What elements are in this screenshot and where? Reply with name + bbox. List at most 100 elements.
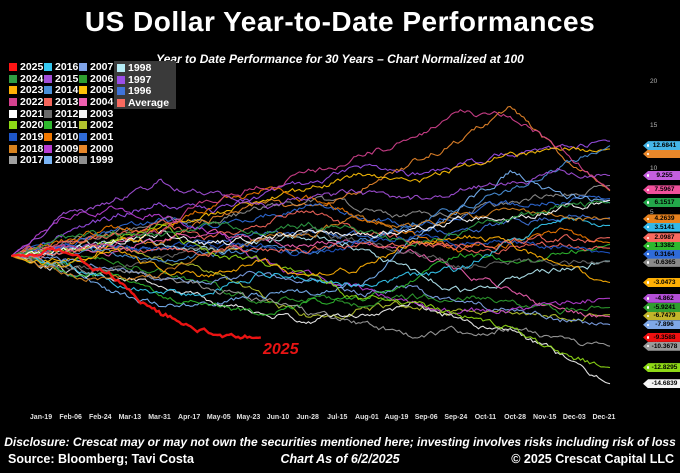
legend-item-2022: 2022 xyxy=(9,96,44,108)
legend-label: 2012 xyxy=(55,107,79,120)
x-tick-Dec-21: Dec-21 xyxy=(592,414,616,421)
series-line-2002 xyxy=(11,245,611,323)
series-line-2012 xyxy=(11,226,611,272)
end-value-pill-9.255: 9.255 xyxy=(643,170,680,180)
series-line-2019 xyxy=(11,233,611,257)
end-value-pill--5.9241: -5.9241 xyxy=(643,303,680,313)
y-tick-20: 20 xyxy=(650,78,658,85)
legend-item-1997: 1997 xyxy=(117,74,173,86)
legend-item-2016: 2016 xyxy=(44,61,79,73)
legend-swatch xyxy=(44,74,52,83)
legend-item-2010: 2010 xyxy=(44,131,79,143)
legend-swatch xyxy=(79,74,87,83)
x-tick-Oct-28: Oct-28 xyxy=(504,414,526,421)
legend-swatch xyxy=(79,144,87,153)
legend-label: 2025 xyxy=(20,60,44,73)
x-tick-Sep-24: Sep-24 xyxy=(444,414,468,421)
legend-column-1: 2025 2024 2023 2022 2021 2020 2019 2018 2017 xyxy=(9,61,44,166)
end-value-pill--10.3678: -10.3678 xyxy=(643,341,680,351)
legend-item-2019: 2019 xyxy=(9,131,44,143)
series-line-1999 xyxy=(11,184,611,257)
legend-swatch xyxy=(9,121,17,130)
end-value-pill-2.0987: 2.0987 xyxy=(643,233,680,243)
end-value-pill-7.5967: 7.5967 xyxy=(643,185,680,195)
legend-label: 2001 xyxy=(90,130,114,143)
legend-label: 2002 xyxy=(90,119,114,132)
end-value-pill--12.8295: -12.8295 xyxy=(643,363,680,373)
source-text: Source: Bloomberg; Tavi Costa xyxy=(8,452,194,466)
end-value-pill-4.2639: 4.2639 xyxy=(643,214,680,224)
legend-item-2012: 2012 xyxy=(44,108,79,120)
legend-item-2018: 2018 xyxy=(9,143,44,155)
x-tick-Aug-19: Aug-19 xyxy=(384,414,409,421)
legend-swatch xyxy=(44,132,52,141)
legend-swatch xyxy=(79,156,87,165)
legend-swatch xyxy=(44,121,52,130)
x-tick-May-23: May-23 xyxy=(236,414,261,421)
legend-swatch xyxy=(117,98,125,107)
series-line-2017 xyxy=(11,255,611,347)
legend-item-2015: 2015 xyxy=(44,73,79,85)
legend-label: 2011 xyxy=(55,119,78,132)
legend-label: 1996 xyxy=(128,85,152,98)
end-value-pill-3.5141: 3.5141 xyxy=(643,222,680,232)
legend-item-2011: 2011 xyxy=(44,119,79,131)
legend-label: 2020 xyxy=(20,119,44,132)
series-line-2007 xyxy=(11,254,611,326)
legend-item-1999: 1999 xyxy=(79,154,114,166)
x-tick-Nov-15: Nov-15 xyxy=(533,414,557,421)
legend-item-2014: 2014 xyxy=(44,84,79,96)
x-tick-Aug-01: Aug-01 xyxy=(355,414,379,421)
series-line-2013 xyxy=(11,210,610,257)
legend-swatch xyxy=(9,62,17,71)
legend-swatch xyxy=(79,97,87,106)
legend-swatch xyxy=(117,87,125,96)
legend-swatch xyxy=(9,74,17,83)
legend-label: 2004 xyxy=(90,95,114,108)
legend-item-2003: 2003 xyxy=(79,108,114,120)
end-value-pill--3.0473: -3.0473 xyxy=(643,278,680,287)
legend-item-1996: 1996 xyxy=(117,85,173,97)
series-line-2018 xyxy=(11,207,611,283)
legend-swatch xyxy=(44,62,52,71)
series-line-1998 xyxy=(11,235,610,293)
end-value-pill-6.1517: 6.1517 xyxy=(643,197,680,207)
legend-label: 2016 xyxy=(55,60,79,73)
legend-swatch xyxy=(44,109,52,118)
legend-swatch xyxy=(9,86,17,95)
x-tick-Jan-19: Jan-19 xyxy=(29,414,53,421)
end-value-pill--9.3588: -9.3588 xyxy=(643,332,680,342)
legend-item-1998: 1998 xyxy=(117,62,173,74)
x-tick-Apr-17: Apr-17 xyxy=(178,414,201,421)
legend-swatch xyxy=(9,97,17,106)
legend-item-2023: 2023 xyxy=(9,84,44,96)
series-line-2023 xyxy=(11,234,611,284)
legend-label: 2023 xyxy=(20,84,44,97)
legend-label: 2019 xyxy=(20,130,44,143)
legend-label: 2018 xyxy=(20,142,44,155)
legend-item-2004: 2004 xyxy=(79,96,114,108)
x-tick-Jun-10: Jun-10 xyxy=(266,414,290,421)
legend-item-2009: 2009 xyxy=(44,143,79,155)
y-tick-15: 15 xyxy=(650,121,658,129)
legend-swatch xyxy=(79,62,87,71)
end-value-pill-1.3382: 1.3382 xyxy=(643,241,680,251)
series-line-2015 xyxy=(11,167,611,257)
legend-item-2013: 2013 xyxy=(44,96,79,108)
x-tick-Mar-13: Mar-13 xyxy=(118,414,142,421)
footer: Source: Bloomberg; Tavi Costa Chart As o… xyxy=(0,452,680,470)
legend-swatch xyxy=(79,109,87,118)
legend-label: 2007 xyxy=(90,60,114,73)
x-tick-Mar-31: Mar-31 xyxy=(148,414,171,421)
end-value-pill--4.862: -4.862 xyxy=(643,293,680,303)
legend-column-2: 2016 2015 2014 2013 2012 2011 2010 2009 2008 xyxy=(44,61,79,166)
legend-item-2025: 2025 xyxy=(9,61,44,73)
series-line-2010 xyxy=(11,186,611,257)
x-tick-Jun-28: Jun-28 xyxy=(296,414,319,421)
series-line-2024 xyxy=(11,200,611,257)
end-value-pill-12.6841: 12.6841 xyxy=(643,141,680,151)
legend-item-2008: 2008 xyxy=(44,154,79,166)
x-tick-Jul-15: Jul-15 xyxy=(327,414,348,421)
legend-item-average: Average xyxy=(117,97,173,109)
